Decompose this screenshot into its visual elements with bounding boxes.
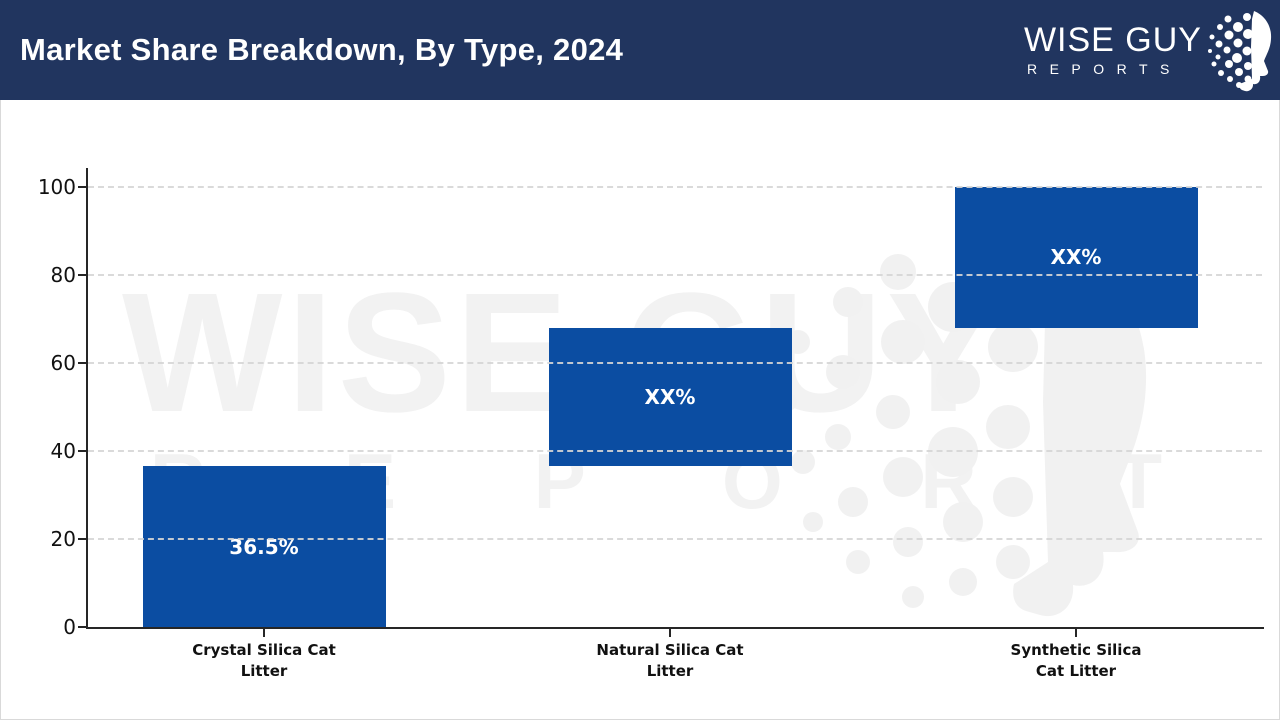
logo-wordmark: WISE GUY [1023, 21, 1202, 59]
category-label-line: Litter [240, 662, 288, 680]
y-tick-mark [78, 450, 86, 452]
gridline [88, 362, 1262, 364]
category-label-line: Crystal Silica Cat [192, 641, 336, 659]
chart-title: Market Share Breakdown, By Type, 2024 [20, 32, 624, 67]
y-tick-label: 80 [50, 263, 76, 287]
y-tick-mark [78, 626, 86, 628]
gridline [88, 274, 1262, 276]
bar-3: XX% [954, 187, 1198, 328]
y-tick-mark [78, 186, 86, 188]
y-axis-line [86, 168, 88, 629]
y-tick-label: 20 [50, 527, 76, 551]
gridline [88, 450, 1262, 452]
bar-value-label: XX% [644, 385, 696, 410]
y-tick-label: 100 [37, 175, 76, 199]
x-tick-mark [1075, 629, 1077, 637]
gridline [88, 186, 1262, 188]
bar-value-label: XX% [1050, 245, 1102, 270]
x-tick-mark [669, 629, 671, 637]
category-label: Natural Silica Cat Litter [520, 640, 820, 682]
bar-1: 36.5% [142, 466, 386, 627]
category-label-line: Litter [646, 662, 694, 680]
y-tick-mark [78, 538, 86, 540]
category-label: Synthetic Silica Cat Litter [926, 640, 1226, 682]
y-tick-label: 0 [63, 615, 76, 639]
logo-face-icon [1208, 11, 1272, 92]
y-tick-label: 60 [50, 351, 76, 375]
category-label-line: Cat Litter [1035, 662, 1117, 680]
category-label-line: Natural Silica Cat [596, 641, 744, 659]
gridline [88, 538, 1262, 540]
x-tick-mark [263, 629, 265, 637]
category-label: Crystal Silica Cat Litter [114, 640, 414, 682]
x-axis-line [86, 627, 1264, 629]
category-label-line: Synthetic Silica [1010, 641, 1142, 659]
logo-text: WISE GUY REPORTS [1024, 23, 1202, 77]
y-tick-label: 40 [50, 439, 76, 463]
watermark-face-icon [779, 242, 1147, 617]
logo-subtitle: REPORTS [1026, 61, 1182, 77]
y-tick-mark [78, 362, 86, 364]
y-tick-mark [78, 274, 86, 276]
bar-2: XX% [548, 327, 792, 467]
wise-guy-logo: WISE GUY REPORTS [1024, 0, 1274, 100]
header-band: Market Share Breakdown, By Type, 2024 WI… [0, 0, 1280, 100]
